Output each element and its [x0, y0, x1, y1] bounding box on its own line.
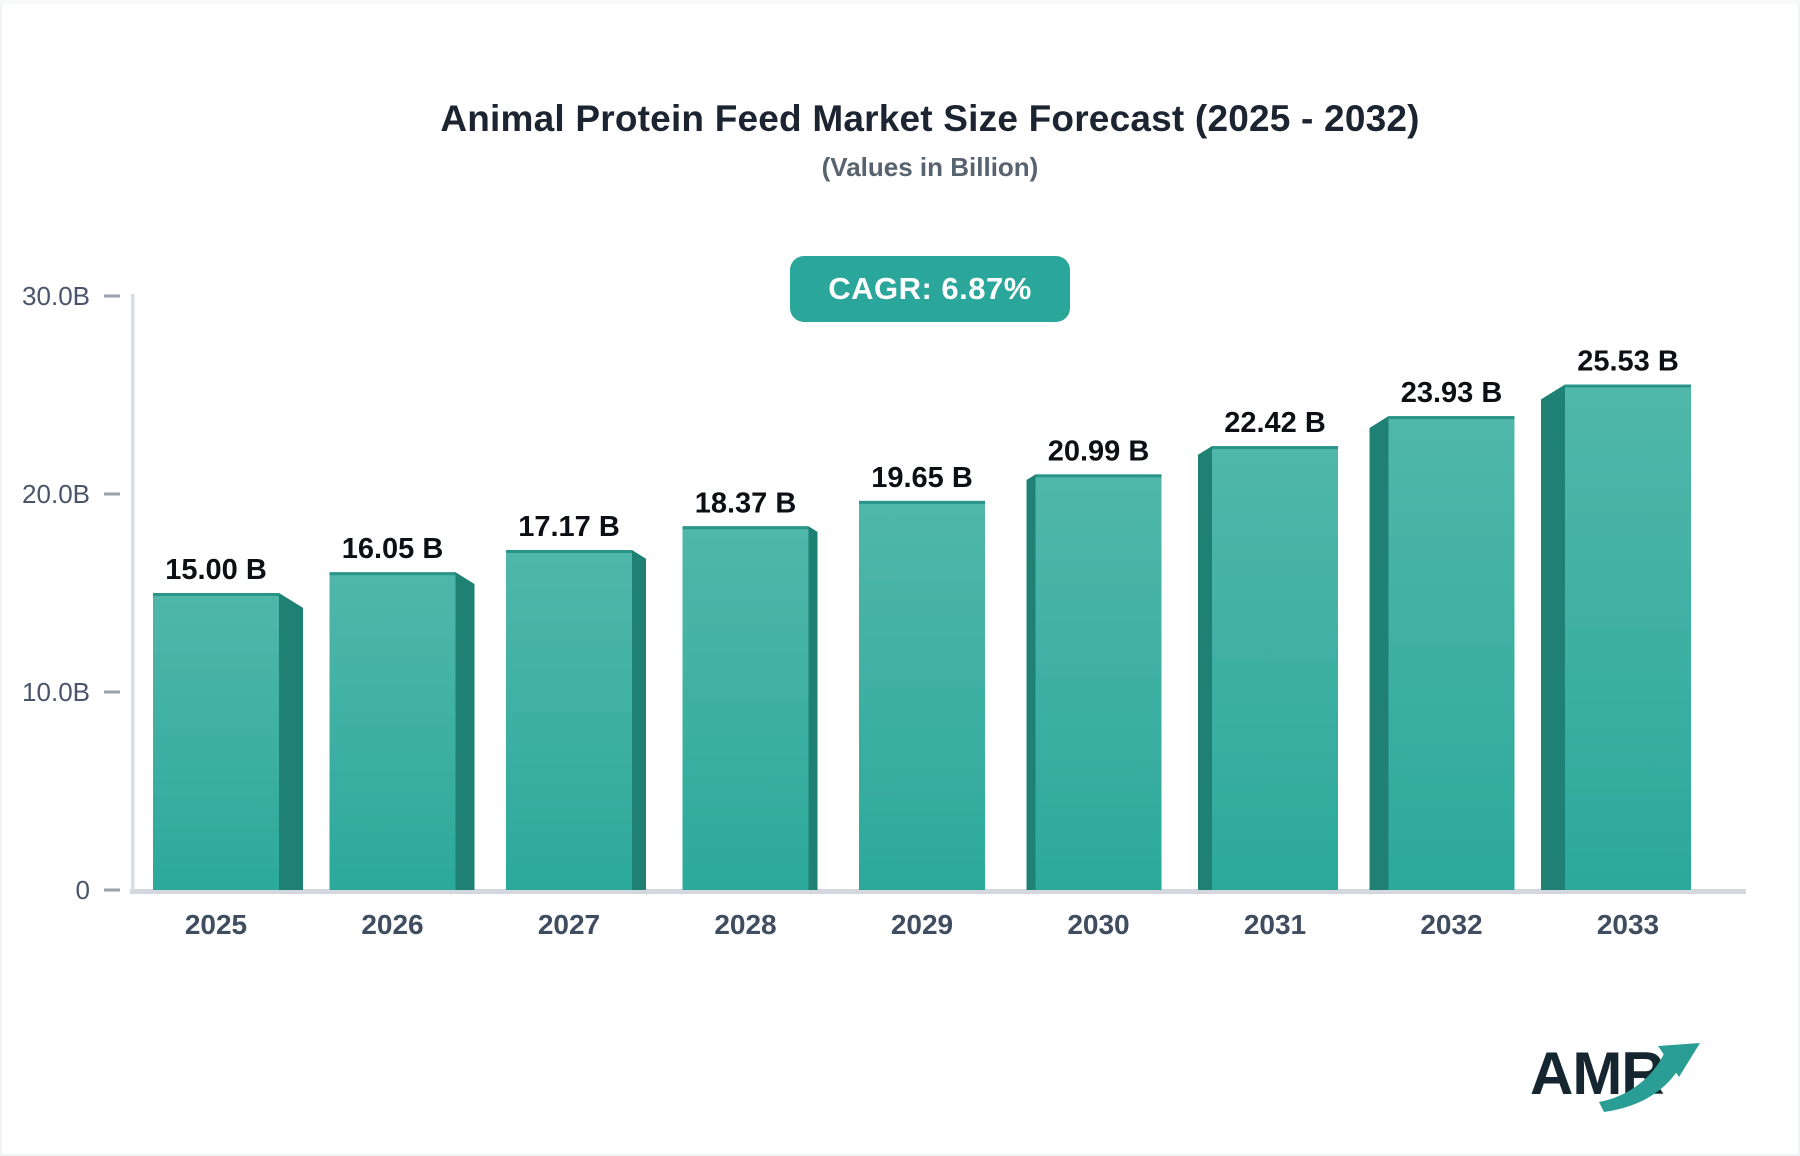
- x-tick-label: 2029: [891, 909, 953, 940]
- bar-side-panel: [1198, 446, 1212, 890]
- x-tick-label: 2030: [1067, 909, 1129, 940]
- amr-logo: AMR: [1530, 1040, 1700, 1112]
- bar-value-label: 17.17 B: [518, 511, 620, 543]
- x-tick-label: 2032: [1420, 909, 1482, 940]
- x-tick-label: 2026: [361, 909, 423, 940]
- bar-side-panel: [1541, 384, 1565, 890]
- bar: [1212, 446, 1338, 890]
- cagr-badge-band: CAGR: 6.87%: [62, 256, 1798, 322]
- bar-value-label: 19.65 B: [871, 462, 973, 494]
- bar-value-label: 18.37 B: [695, 487, 797, 519]
- bar-side-panel: [808, 526, 818, 890]
- bar-side-panel: [455, 572, 475, 890]
- y-tick-label: 20.0B: [22, 479, 90, 509]
- growth-arrow-icon: [1599, 1047, 1686, 1112]
- bar: [329, 572, 456, 890]
- chart-subtitle: (Values in Billion): [821, 152, 1039, 182]
- bar-value-label: 16.05 B: [342, 533, 444, 565]
- bar-value-label: 15.00 B: [165, 554, 267, 586]
- bar: [506, 550, 632, 890]
- bar: [1035, 474, 1162, 890]
- bar-side-panel: [1369, 416, 1389, 890]
- bar-side-panel: [279, 593, 303, 890]
- x-tick-label: 2033: [1597, 909, 1659, 940]
- x-tick-label: 2027: [538, 909, 600, 940]
- bar-value-label: 23.93 B: [1401, 377, 1503, 409]
- bar-value-label: 25.53 B: [1577, 346, 1679, 378]
- bar-value-label: 22.42 B: [1224, 407, 1326, 439]
- x-axis-line: [130, 889, 1746, 894]
- bar-side-panel: [1026, 474, 1036, 890]
- bar: [153, 593, 279, 890]
- x-tick-label: 2028: [714, 909, 776, 940]
- x-tick-label: 2031: [1244, 909, 1306, 940]
- y-axis-line: [131, 294, 135, 890]
- bar: [1565, 384, 1691, 890]
- bar: [859, 500, 985, 890]
- cagr-badge: CAGR: 6.87%: [790, 256, 1070, 322]
- bar: [1388, 416, 1515, 890]
- bar-side-panel: [632, 550, 646, 890]
- growth-arrow-head-icon: [1658, 1043, 1700, 1077]
- y-tick-label: 30.0B: [22, 281, 90, 311]
- x-tick-label: 2025: [185, 909, 247, 940]
- y-tick-label: 10.0B: [22, 677, 90, 707]
- bar-chart: 30.0B 20.0B 10.0B 0 15.00 B 2025 16.05 B 2026 17…: [22, 281, 1746, 940]
- bar-value-label: 20.99 B: [1048, 435, 1150, 467]
- bar: [682, 526, 809, 890]
- y-tick-label: 0: [76, 875, 90, 905]
- page-title: Animal Protein Feed Market Size Forecast…: [440, 98, 1420, 139]
